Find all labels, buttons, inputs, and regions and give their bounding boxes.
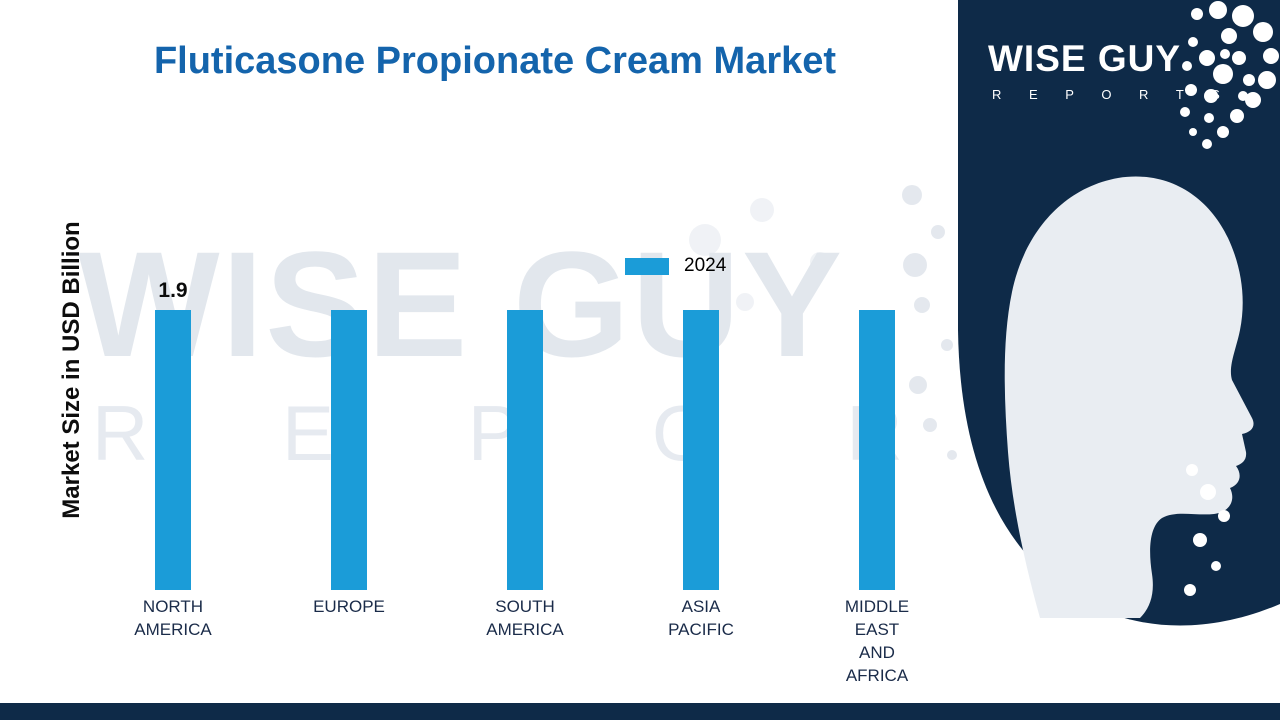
category-label: MIDDLE EAST AND AFRICA — [844, 597, 910, 685]
logo-wordmark: WISE GUY — [988, 38, 1182, 79]
bar-group: ASIA PACIFIC — [613, 260, 789, 687]
bars-row: 1.9 NORTH AMERICA EUROPE SOUTH AMERICA ASIA PAC… — [85, 260, 965, 687]
logo-subtitle: R E P O R T S — [992, 87, 1232, 102]
bar-value-label: 1.9 — [158, 279, 188, 302]
bar-group: SOUTH AMERICA — [437, 260, 613, 687]
category-label: SOUTH AMERICA — [486, 597, 564, 639]
bar — [331, 310, 367, 590]
bottom-bar — [0, 703, 1280, 720]
bar-group: EUROPE — [261, 260, 437, 687]
legend-swatch — [625, 257, 669, 275]
legend-label: 2024 — [684, 255, 727, 276]
bar-group: MIDDLE EAST AND AFRICA — [789, 260, 965, 687]
bar — [155, 310, 191, 590]
y-axis-label: Market Size in USD Billion — [58, 221, 85, 519]
bar — [859, 310, 895, 590]
category-label: EUROPE — [313, 597, 385, 616]
head-silhouette — [1004, 176, 1254, 618]
logo: WISE GUY R E P O R T S — [988, 38, 1232, 102]
bar — [507, 310, 543, 590]
legend: 2024 — [625, 255, 726, 277]
bar-group: 1.9 NORTH AMERICA — [85, 260, 261, 687]
page-title: Fluticasone Propionate Cream Market — [153, 40, 837, 82]
bar — [683, 310, 719, 590]
category-label: NORTH AMERICA — [134, 597, 212, 639]
category-label: ASIA PACIFIC — [668, 597, 734, 639]
